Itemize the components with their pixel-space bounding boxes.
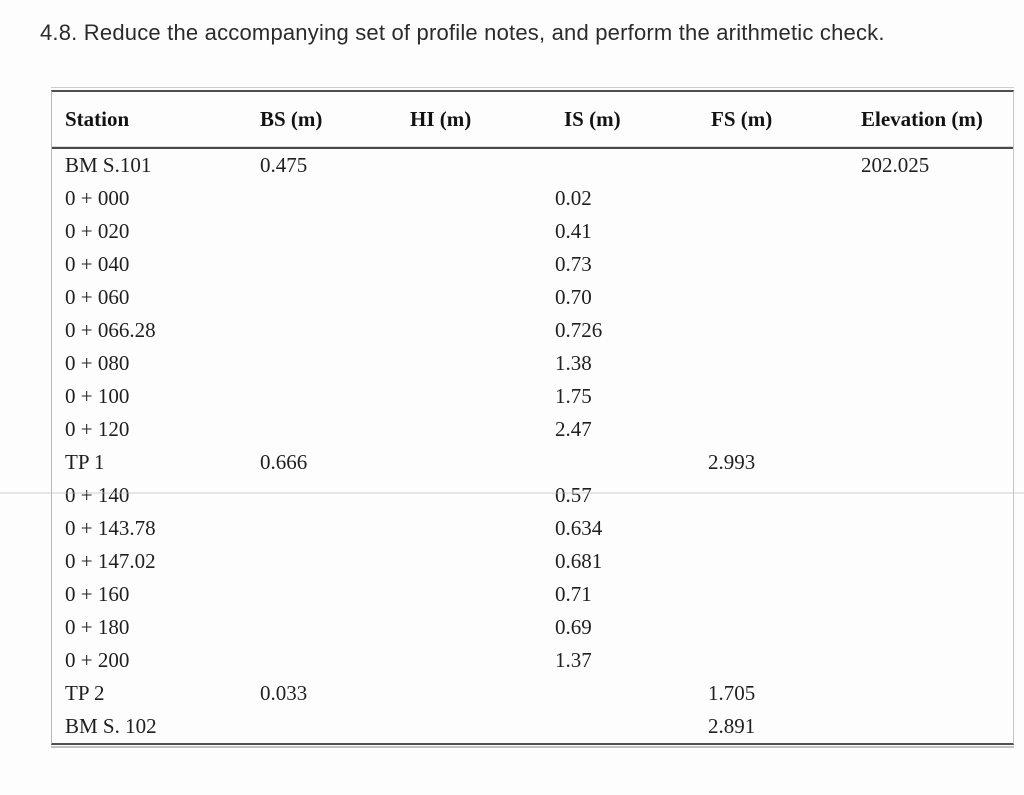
cell-station: BM S.101: [65, 153, 152, 177]
cell-is: 0.73: [555, 252, 592, 276]
cell-is: 1.37: [555, 648, 592, 672]
table-row: TP 2 0.033 1.705: [52, 677, 1013, 710]
cell-fs: 2.891: [708, 714, 756, 738]
cell-station: 0 + 180: [65, 615, 130, 639]
table-row: 0 + 040 0.73: [52, 248, 1013, 281]
cell-station: TP 2: [65, 681, 105, 705]
cell-is: 0.02: [555, 186, 592, 210]
table-row: 0 + 140 0.57: [52, 479, 1013, 512]
cell-is: 0.41: [555, 219, 592, 243]
cell-station: 0 + 060: [65, 285, 130, 309]
cell-is: 1.75: [555, 384, 592, 408]
profile-notes-table: Station BS (m) HI (m) IS (m) FS (m) Elev…: [51, 87, 1014, 748]
cell-bs: 0.033: [260, 681, 308, 705]
cell-is: 0.726: [555, 318, 603, 342]
cell-station: 0 + 200: [65, 648, 130, 672]
cell-station: 0 + 066.28: [65, 318, 156, 342]
cell-is: 0.634: [555, 516, 603, 540]
cell-bs: 0.666: [260, 450, 308, 474]
column-header-hi: HI (m): [410, 107, 472, 131]
cell-station: 0 + 140: [65, 483, 130, 507]
cell-station: 0 + 160: [65, 582, 130, 606]
cell-is: 0.681: [555, 549, 603, 573]
column-header-is: IS (m): [564, 107, 621, 131]
cell-station: 0 + 040: [65, 252, 130, 276]
cell-is: 0.71: [555, 582, 592, 606]
cell-is: 2.47: [555, 417, 592, 441]
cell-station: 0 + 100: [65, 384, 130, 408]
table-header-row: Station BS (m) HI (m) IS (m) FS (m) Elev…: [52, 92, 1013, 149]
table-row: 0 + 120 2.47: [52, 413, 1013, 446]
table-body: BM S.101 0.475 202.025 0 + 000 0.02 0 + …: [52, 149, 1013, 743]
cell-station: 0 + 000: [65, 186, 130, 210]
cell-fs: 2.993: [708, 450, 756, 474]
table-row: BM S. 102 2.891: [52, 710, 1013, 743]
table-row: 0 + 200 1.37: [52, 644, 1013, 677]
table-row: 0 + 080 1.38: [52, 347, 1013, 380]
table-row: 0 + 060 0.70: [52, 281, 1013, 314]
table-row: 0 + 000 0.02: [52, 182, 1013, 215]
table-row: 0 + 066.28 0.726: [52, 314, 1013, 347]
cell-station: 0 + 120: [65, 417, 130, 441]
table-row: 0 + 100 1.75: [52, 380, 1013, 413]
column-header-fs: FS (m): [711, 107, 773, 131]
cell-is: 1.38: [555, 351, 592, 375]
table-row: 0 + 147.02 0.681: [52, 545, 1013, 578]
cell-station: 0 + 147.02: [65, 549, 156, 573]
cell-station: 0 + 020: [65, 219, 130, 243]
cell-is: 0.57: [555, 483, 592, 507]
cell-elevation: 202.025: [861, 153, 930, 177]
cell-station: 0 + 143.78: [65, 516, 156, 540]
cell-station: TP 1: [65, 450, 105, 474]
column-header-elevation: Elevation (m): [861, 107, 983, 131]
table-row: 0 + 180 0.69: [52, 611, 1013, 644]
table-row: BM S.101 0.475 202.025: [52, 149, 1013, 182]
table-row: 0 + 020 0.41: [52, 215, 1013, 248]
table-row: 0 + 160 0.71: [52, 578, 1013, 611]
cell-is: 0.69: [555, 615, 592, 639]
exercise-title: 4.8. Reduce the accompanying set of prof…: [40, 20, 885, 45]
cell-is: 0.70: [555, 285, 592, 309]
table-row: 0 + 143.78 0.634: [52, 512, 1013, 545]
cell-station: 0 + 080: [65, 351, 130, 375]
column-header-station: Station: [65, 107, 130, 131]
table-row: TP 1 0.666 2.993: [52, 446, 1013, 479]
cell-bs: 0.475: [260, 153, 308, 177]
column-header-bs: BS (m): [260, 107, 323, 131]
cell-fs: 1.705: [708, 681, 756, 705]
cell-station: BM S. 102: [65, 714, 157, 738]
